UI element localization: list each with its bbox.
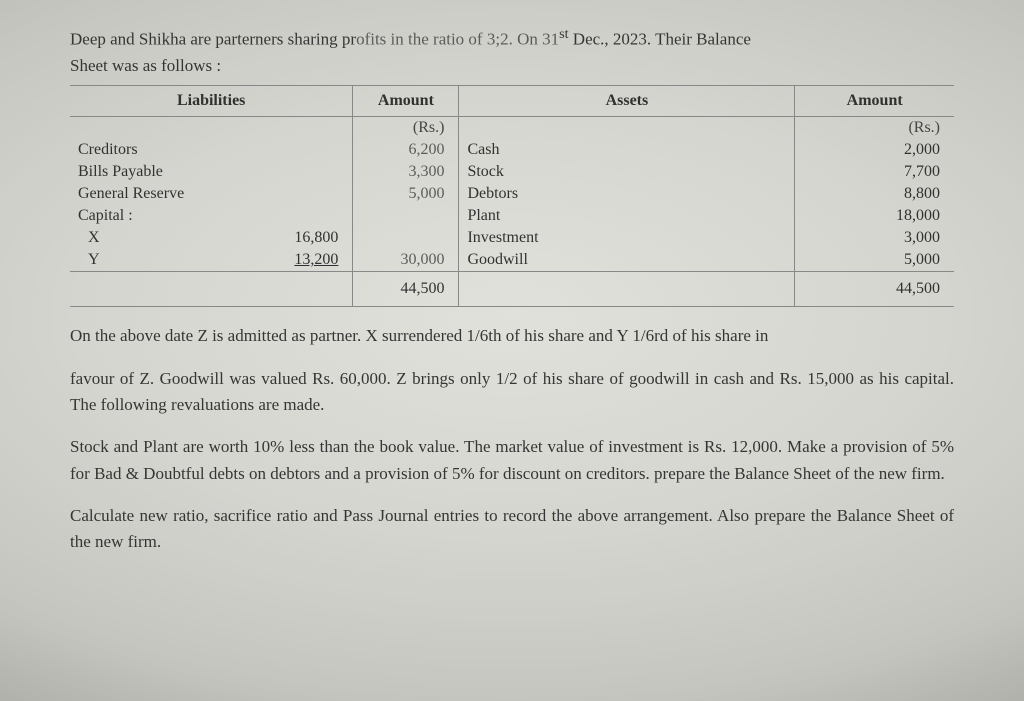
- cell-asset: Goodwill: [459, 249, 795, 272]
- th-amount1: Amount: [353, 86, 459, 117]
- cell-liab: X: [70, 227, 264, 249]
- cell-amt1: [353, 227, 459, 249]
- cell-liab: Creditors: [70, 139, 353, 161]
- cell-liab: Capital :: [70, 205, 353, 227]
- th-amount2: Amount: [795, 86, 954, 117]
- total-left: 44,500: [353, 272, 459, 307]
- th-liabilities: Liabilities: [70, 86, 353, 117]
- table-row: Y 13,200 30,000 Goodwill 5,000: [70, 249, 954, 272]
- cell-asset: Stock: [459, 161, 795, 183]
- cell-asset: Cash: [459, 139, 795, 161]
- scanned-page: Deep and Shikha are parterners sharing p…: [0, 0, 1024, 701]
- cell-asset: Debtors: [459, 183, 795, 205]
- intro-line1a: Deep and Shikha are parterners sharing p…: [70, 30, 356, 49]
- cell-amt2: 3,000: [795, 227, 954, 249]
- body-p1: On the above date Z is admitted as partn…: [70, 323, 954, 349]
- cell-liab: General Reserve: [70, 183, 353, 205]
- cell-amt1: 3,300: [353, 161, 459, 183]
- cell-liab: Y: [70, 249, 264, 272]
- rs-row: (Rs.) (Rs.): [70, 117, 954, 140]
- rs-label-right: (Rs.): [795, 117, 954, 140]
- cell-amt1: [353, 205, 459, 227]
- cell-amt1: 5,000: [353, 183, 459, 205]
- table-row: X 16,800 Investment 3,000: [70, 227, 954, 249]
- total-right: 44,500: [795, 272, 954, 307]
- cell-subamt: 16,800: [264, 227, 352, 249]
- intro-line1c: Dec., 2023. Their Balance: [569, 30, 751, 49]
- cell-asset: Plant: [459, 205, 795, 227]
- cell-amt2: 2,000: [795, 139, 954, 161]
- table-row: Creditors 6,200 Cash 2,000: [70, 139, 954, 161]
- body-p3: Stock and Plant are worth 10% less than …: [70, 434, 954, 487]
- cell-liab: Bills Payable: [70, 161, 353, 183]
- th-assets: Assets: [459, 86, 795, 117]
- cell-amt1: 30,000: [353, 249, 459, 272]
- intro-text: Deep and Shikha are parterners sharing p…: [70, 24, 954, 79]
- cell-amt2: 5,000: [795, 249, 954, 272]
- body-p2: favour of Z. Goodwill was valued Rs. 60,…: [70, 366, 954, 419]
- cell-amt1: 6,200: [353, 139, 459, 161]
- body-p4: Calculate new ratio, sacrifice ratio and…: [70, 503, 954, 556]
- rs-label-left: (Rs.): [353, 117, 459, 140]
- intro-sup: st: [559, 26, 568, 42]
- table-row: General Reserve 5,000 Debtors 8,800: [70, 183, 954, 205]
- table-row: Capital : Plant 18,000: [70, 205, 954, 227]
- table-row: Bills Payable 3,300 Stock 7,700: [70, 161, 954, 183]
- cell-amt2: 18,000: [795, 205, 954, 227]
- table-header-row: Liabilities Amount Assets Amount: [70, 86, 954, 117]
- cell-amt2: 7,700: [795, 161, 954, 183]
- intro-line2: Sheet was as follows :: [70, 56, 221, 75]
- cell-subamt: 13,200: [264, 249, 352, 272]
- cell-amt2: 8,800: [795, 183, 954, 205]
- totals-row: 44,500 44,500: [70, 272, 954, 307]
- cell-asset: Investment: [459, 227, 795, 249]
- intro-line1b: ofits in the ratio of 3;2. On 31: [356, 30, 559, 49]
- balance-sheet-table: Liabilities Amount Assets Amount (Rs.) (…: [70, 85, 954, 307]
